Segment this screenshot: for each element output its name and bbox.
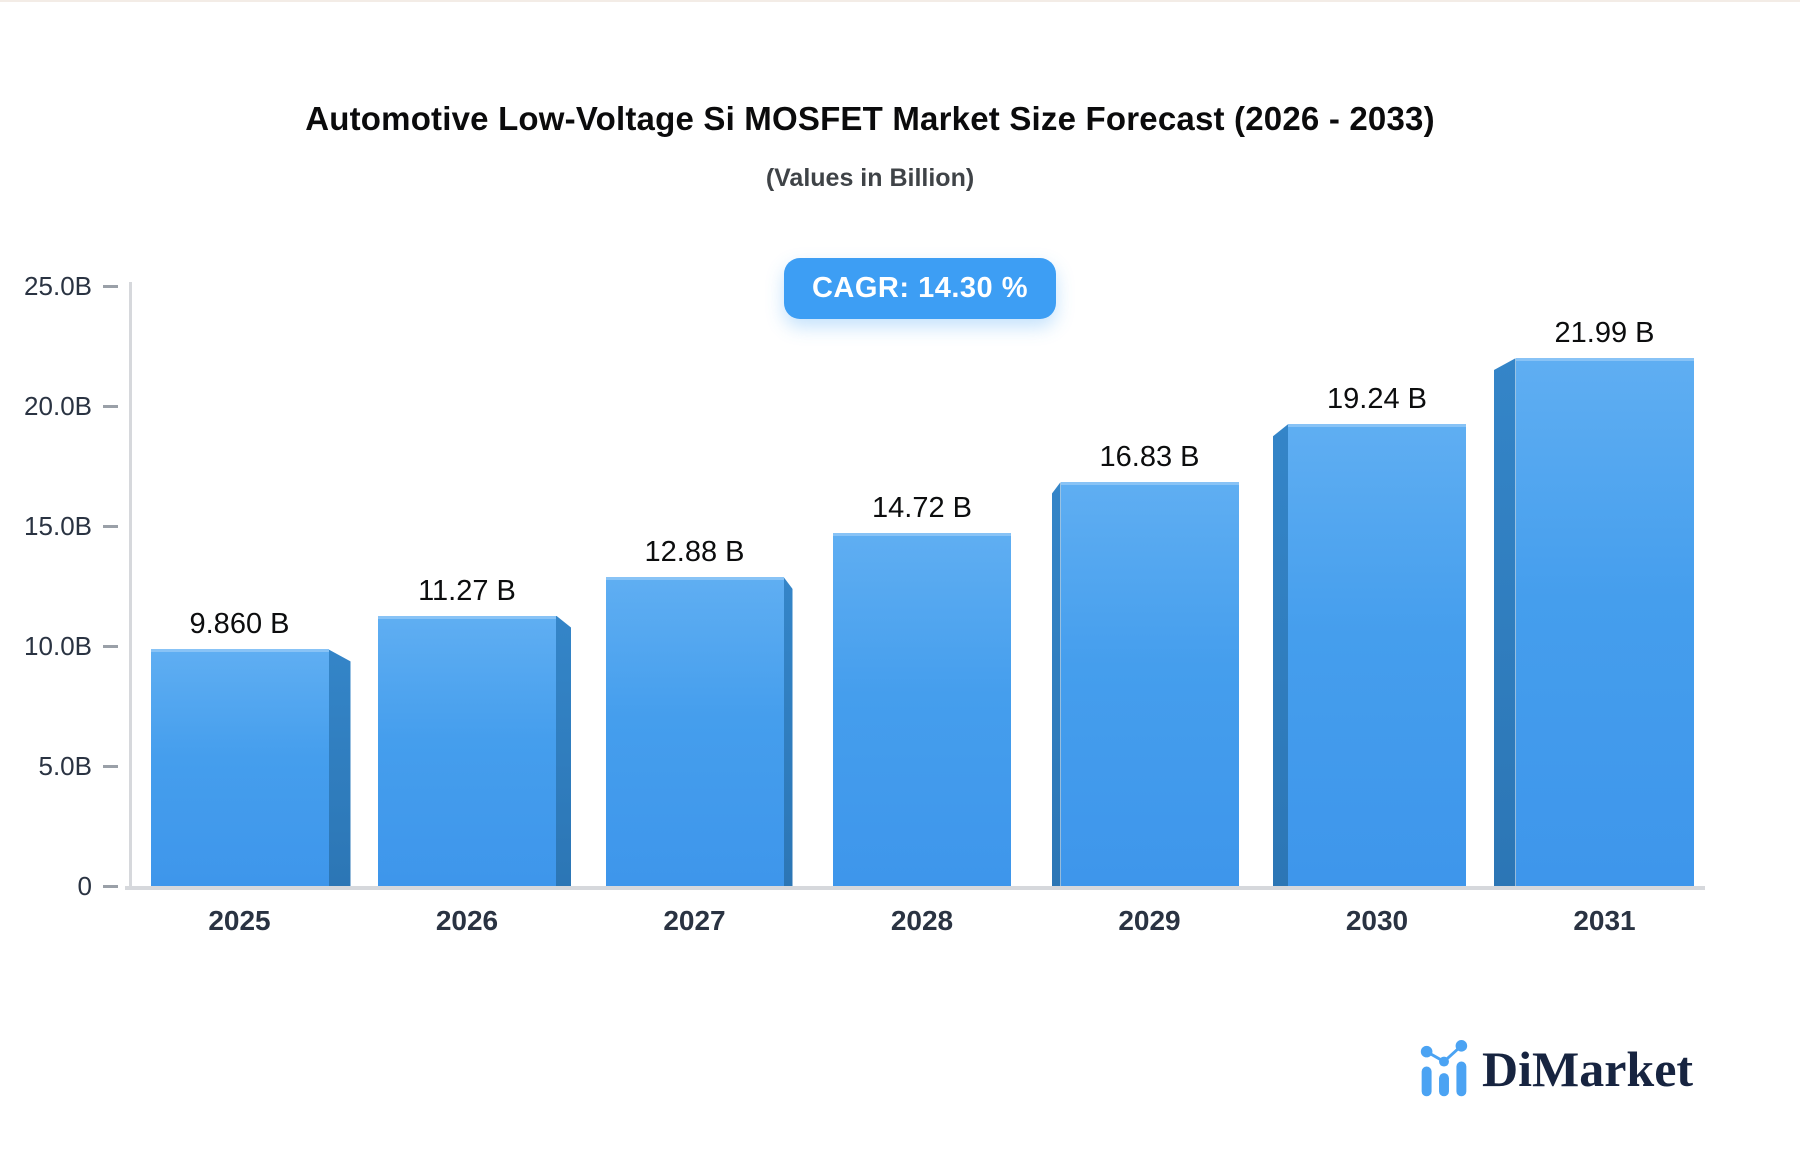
y-axis-tick-mark bbox=[103, 285, 118, 288]
brand-logo: DiMarket bbox=[1420, 1038, 1693, 1100]
bar-value-label-2028: 14.72 B bbox=[872, 491, 972, 524]
x-axis-label-2025: 2025 bbox=[208, 905, 271, 936]
bar-side-face-2025 bbox=[328, 649, 351, 886]
y-axis-tick-mark bbox=[103, 405, 118, 408]
bar-value-label-2030: 19.24 B bbox=[1327, 383, 1427, 416]
x-axis-label-2031: 2031 bbox=[1573, 905, 1636, 936]
x-axis-baseline bbox=[125, 886, 1705, 890]
bar-side-face-2026 bbox=[556, 615, 571, 886]
bar-side-face-2030 bbox=[1273, 424, 1288, 886]
y-axis-tick-mark bbox=[103, 525, 118, 528]
x-axis-label-2029: 2029 bbox=[1118, 905, 1181, 936]
bar-chart-logo-icon bbox=[1420, 1040, 1468, 1097]
y-axis-tick-label-25.0B: 25.0B bbox=[24, 271, 92, 301]
bar-value-label-2025: 9.860 B bbox=[189, 608, 290, 641]
bar-value-label-2031: 21.99 B bbox=[1554, 317, 1655, 350]
chart-subtitle: (Values in Billion) bbox=[765, 164, 975, 192]
y-axis-tick-label-20.0B: 20.0B bbox=[24, 391, 92, 421]
x-axis-label-2027: 2027 bbox=[663, 905, 726, 936]
x-axis-label-2028: 2028 bbox=[890, 905, 954, 936]
y-axis-tick-label-10.0B: 10.0B bbox=[24, 631, 92, 661]
bar-value-label-2026: 11.27 B bbox=[418, 574, 516, 607]
y-axis-tick-label-15.0B: 15.0B bbox=[24, 511, 92, 541]
brand-name: DiMarket bbox=[1482, 1041, 1694, 1097]
bar-2031[interactable] bbox=[1515, 358, 1694, 886]
bar-side-face-2031 bbox=[1493, 358, 1516, 886]
y-axis-line bbox=[129, 282, 132, 890]
bar-2029[interactable] bbox=[1060, 482, 1239, 886]
bar-2027[interactable] bbox=[605, 576, 784, 886]
bar-2026[interactable] bbox=[378, 615, 556, 886]
y-axis-tick-mark bbox=[103, 765, 118, 768]
y-axis-tick-label-0: 0 bbox=[77, 871, 92, 901]
bar-value-label-2027: 12.88 B bbox=[644, 535, 745, 568]
y-axis-tick-label-5.0B: 5.0B bbox=[38, 751, 93, 781]
bar-value-label-2029: 16.83 B bbox=[1099, 441, 1200, 474]
cagr-badge: CAGR: 14.30 % bbox=[783, 258, 1057, 319]
bar-2030[interactable] bbox=[1288, 424, 1466, 886]
x-axis-label-2030: 2030 bbox=[1345, 905, 1409, 936]
x-axis-label-2026: 2026 bbox=[435, 905, 499, 936]
bar-2025[interactable] bbox=[150, 649, 329, 886]
y-axis-tick-mark bbox=[103, 645, 118, 648]
bar-side-face-2029 bbox=[1051, 482, 1061, 886]
y-axis-tick-mark bbox=[103, 885, 118, 888]
bar-2028[interactable] bbox=[833, 532, 1011, 886]
chart-title: Automotive Low-Voltage Si MOSFET Market … bbox=[305, 100, 1435, 137]
bar-side-face-2027 bbox=[783, 576, 793, 886]
